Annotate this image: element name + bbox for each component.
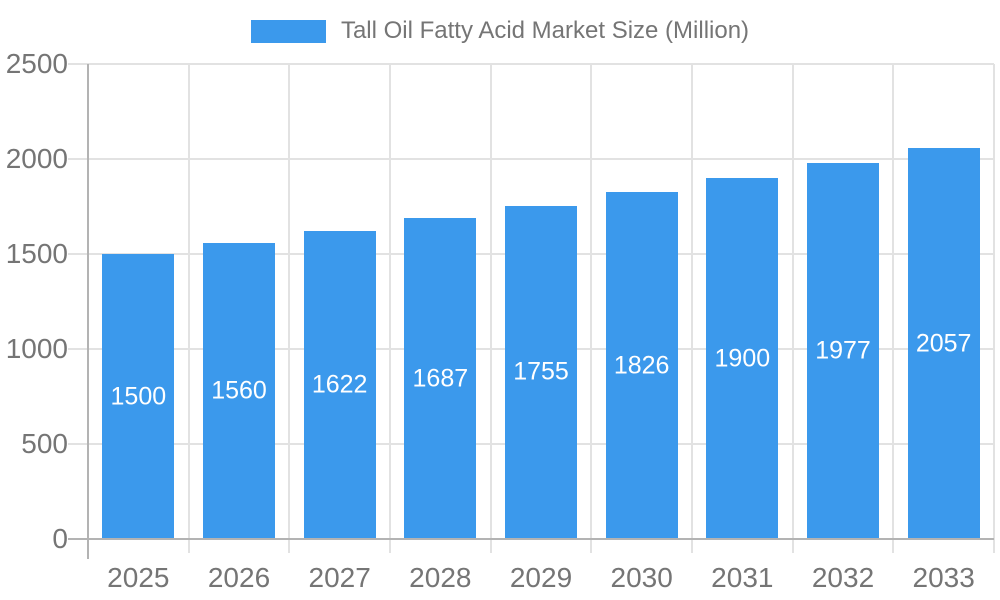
bar-value-label: 1560 <box>211 376 267 405</box>
bar-2030[interactable] <box>605 192 678 539</box>
v-gridline <box>187 64 190 539</box>
bar-value-label: 1900 <box>714 344 771 372</box>
y-tick <box>68 158 88 160</box>
bar-value-label: 1755 <box>513 357 569 386</box>
x-axis-tick-label: 2029 <box>509 562 573 593</box>
chart-legend: Tall Oil Fatty Acid Market Size (Million… <box>0 18 1000 44</box>
x-tick <box>993 539 995 553</box>
y-tick <box>68 253 88 255</box>
y-axis-line <box>87 64 89 559</box>
y-axis-tick-label: 1000 <box>5 333 68 364</box>
plot-area: 1500 1560 1622 1687 1755 1826 1900 1977 2057 <box>68 63 995 559</box>
bar-2029[interactable] <box>505 205 577 539</box>
bar-2033[interactable] <box>907 148 980 539</box>
y-axis-tick-label: 2000 <box>5 143 68 174</box>
x-tick <box>389 539 391 553</box>
y-tick <box>68 443 88 445</box>
x-tick <box>489 539 492 553</box>
x-axis-tick-label: 2031 <box>711 562 774 593</box>
x-tick <box>691 539 693 553</box>
x-axis-tick-label: 2027 <box>308 562 371 593</box>
x-axis-tick-label: 2028 <box>409 562 472 593</box>
legend-label: Tall Oil Fatty Acid Market Size (Million… <box>340 17 750 44</box>
bar-value-label: 1622 <box>311 370 368 399</box>
y-tick <box>68 348 88 350</box>
bar-2027[interactable] <box>303 230 376 539</box>
h-gridline <box>88 63 994 65</box>
x-axis-tick-label: 2025 <box>107 562 170 593</box>
y-axis-tick-label: 1500 <box>5 238 68 269</box>
v-gridline <box>288 64 291 539</box>
y-tick <box>68 63 88 65</box>
bar-value-label: 2057 <box>915 329 972 358</box>
x-axis-tick-label: 2026 <box>207 562 271 593</box>
bar-2032[interactable] <box>807 163 879 539</box>
x-tick <box>187 539 190 553</box>
bar-2031[interactable] <box>706 178 779 539</box>
y-axis-tick-label: 2500 <box>5 48 68 79</box>
x-tick <box>791 539 794 553</box>
x-axis-line <box>68 538 994 540</box>
bar-2028[interactable] <box>404 218 477 539</box>
x-axis-tick-label: 2032 <box>811 562 875 593</box>
v-gridline <box>389 64 391 539</box>
y-axis-tick-label: 500 <box>21 428 68 459</box>
x-tick <box>288 539 291 553</box>
x-tick <box>892 539 895 553</box>
v-gridline <box>590 64 593 539</box>
y-axis-tick-label: 0 <box>52 523 68 554</box>
h-gridline <box>88 158 994 160</box>
bar-2026[interactable] <box>203 242 275 539</box>
bar-2025[interactable] <box>102 254 175 539</box>
legend-item[interactable]: Tall Oil Fatty Acid Market Size (Million… <box>250 17 750 44</box>
v-gridline <box>892 64 895 539</box>
x-tick <box>590 539 593 553</box>
bar-value-label: 1500 <box>110 382 167 410</box>
bar-value-label: 1687 <box>412 364 469 393</box>
x-axis-tick-label: 2033 <box>912 562 975 593</box>
x-axis-tick-label: 2030 <box>610 562 673 593</box>
bar-value-label: 1977 <box>815 336 871 365</box>
v-gridline <box>791 64 794 539</box>
legend-swatch-icon <box>250 19 326 43</box>
v-gridline <box>691 64 693 539</box>
bar-value-label: 1826 <box>613 351 670 380</box>
v-gridline <box>993 64 995 539</box>
v-gridline <box>489 64 492 539</box>
